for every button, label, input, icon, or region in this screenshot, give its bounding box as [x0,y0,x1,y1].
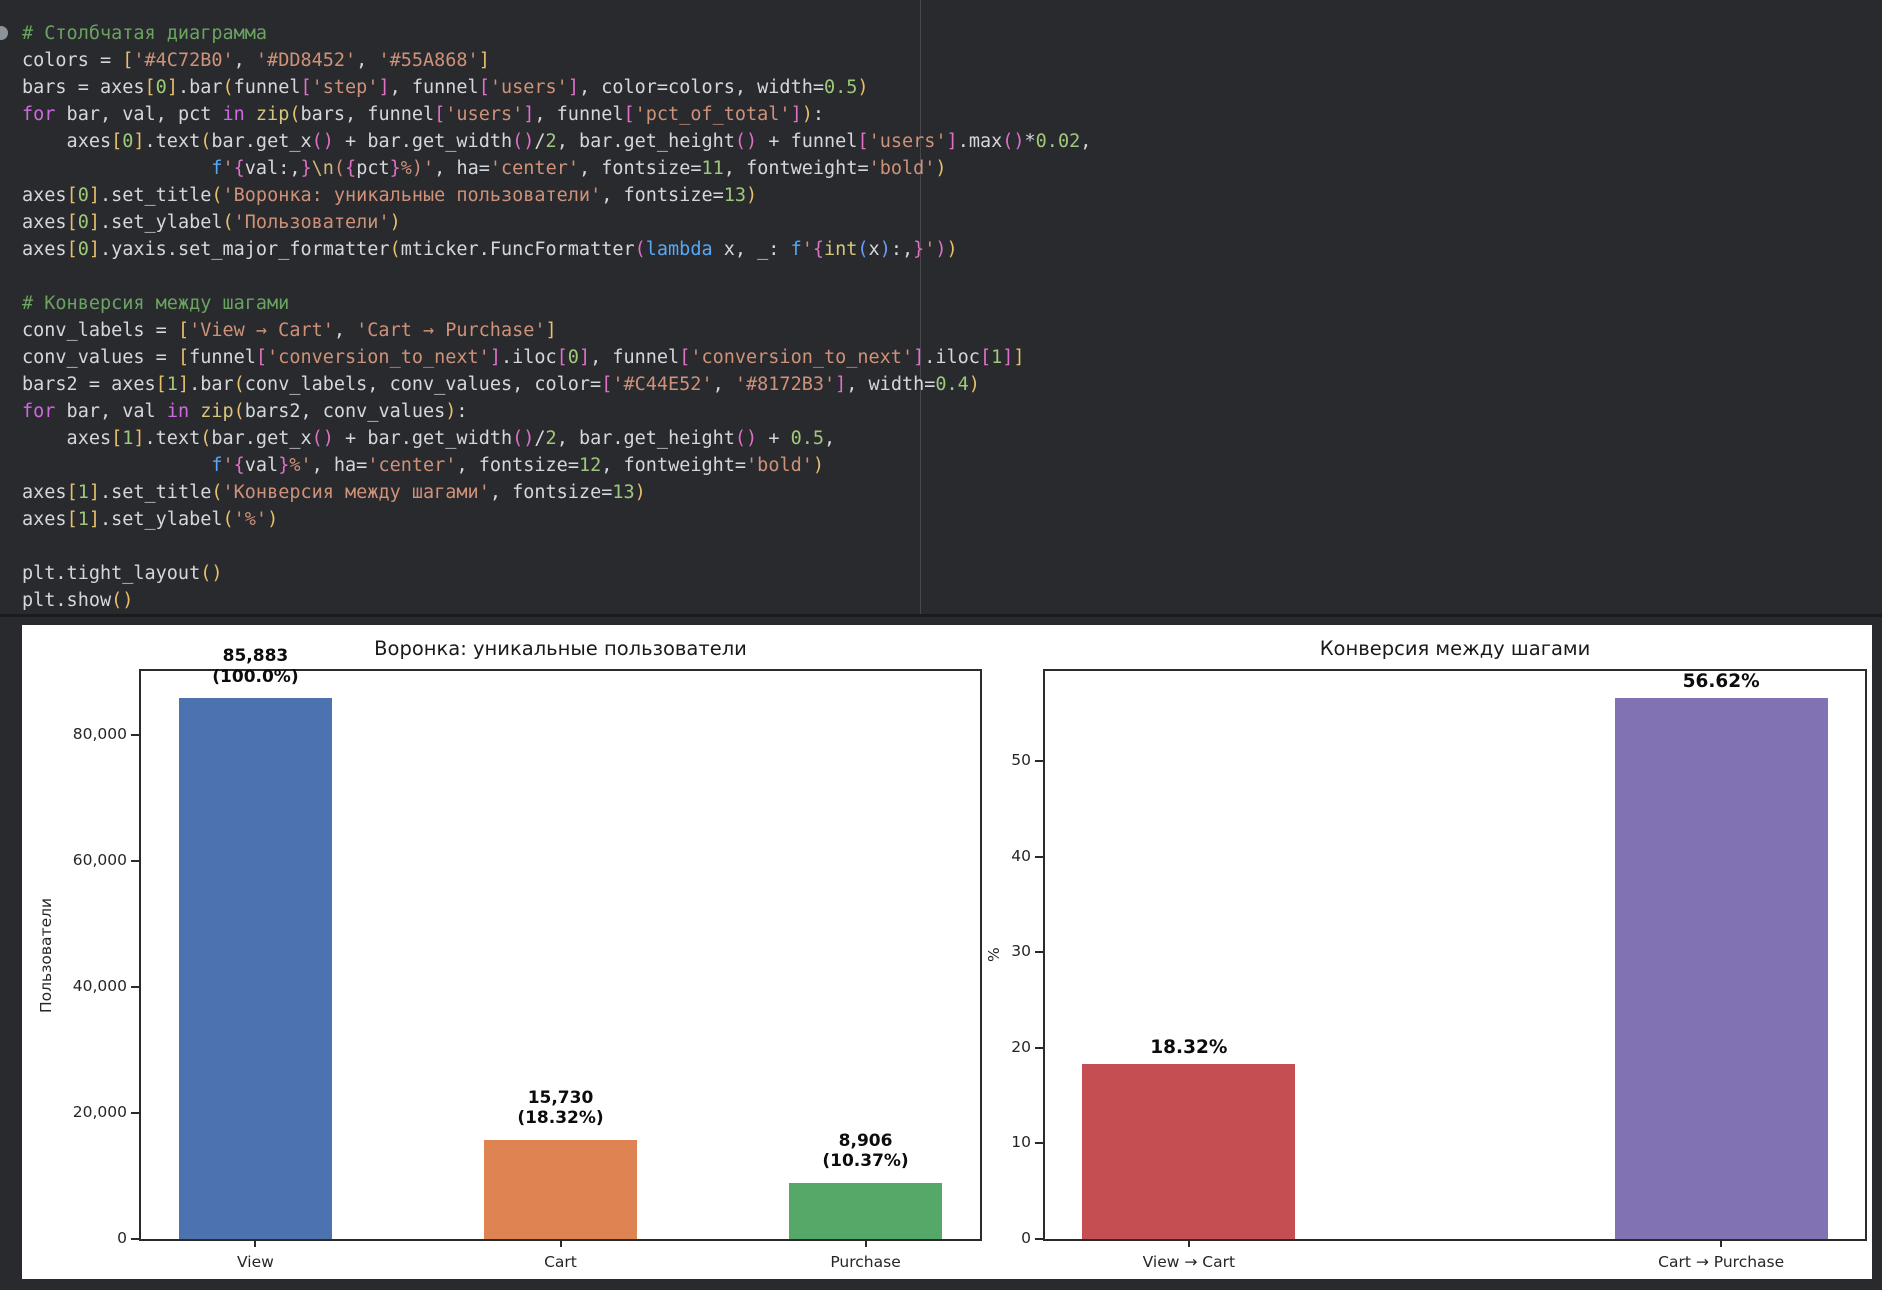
bar-value-label: 56.62% [1682,670,1760,692]
bar-value-label: 18.32% [1150,1036,1228,1058]
y-tick-label: 50 [1011,751,1031,770]
code-line: bars = axes[0].bar(funnel['step'], funne… [22,77,869,98]
y-tick-label: 0 [117,1229,127,1247]
code-line: axes[0].yaxis.set_major_formatter(mticke… [22,239,958,260]
bar-cart-purchase [1614,698,1828,1239]
code-line: f'{val}%', ha='center', fontsize=12, fon… [211,455,825,476]
x-tick-label: Purchase [830,1253,901,1271]
x-tick-label: View [237,1253,274,1271]
y-tick-mark [1035,1238,1045,1240]
bar-value-label: 15,730 (18.32%) [517,1087,604,1129]
code-line: conv_labels = ['View → Cart', 'Cart → Pu… [22,320,557,341]
cell-run-indicator-dot [0,26,8,40]
code-line [22,533,1091,560]
chart-title-left: Воронка: уникальные пользователи [374,637,747,660]
code-line: axes[1].set_title('Конверсия между шагам… [22,482,646,503]
y-tick-mark [131,1238,141,1240]
x-tick-label: Cart [544,1253,577,1271]
x-tick-mark [254,1239,257,1247]
y-tick-label: 20,000 [72,1103,127,1122]
code-line: # Столбчатая диаграмма [22,23,268,44]
y-tick-label: 40 [1011,846,1031,865]
bar-view [179,698,332,1239]
code-line: bars2 = axes[1].bar(conv_labels, conv_va… [22,374,980,395]
y-tick-mark [1035,951,1045,954]
y-tick-label: 0 [1021,1229,1031,1247]
code-line [22,263,1091,290]
y-tick-mark [131,1112,141,1115]
x-tick-mark [864,1239,867,1247]
bar-value-label: 85,883 (100.0%) [212,645,299,687]
code-lines: # Столбчатая диаграмма colors = ['#4C72B0… [22,20,1091,614]
code-line: axes[1].set_ylabel('%') [22,509,279,530]
bar-purchase [789,1182,942,1239]
code-editor[interactable]: # Столбчатая диаграмма colors = ['#4C72B0… [0,0,1882,614]
y-tick-label: 60,000 [72,851,127,870]
x-tick-mark [1187,1239,1190,1247]
y-tick-mark [131,860,141,863]
code-line: colors = ['#4C72B0', '#DD8452', '#55A868… [22,50,490,71]
y-tick-label: 20 [1011,1037,1031,1056]
x-tick-mark [1720,1239,1723,1247]
code-line: axes[1].text(bar.get_x() + bar.get_width… [22,428,836,449]
code-line: for bar, val, pct in zip(bars, funnel['u… [22,104,824,125]
y-tick-label: 30 [1011,942,1031,961]
code-line: for bar, val in zip(bars2, conv_values): [22,401,468,422]
code-line: plt.tight_layout() [22,563,223,584]
axes-funnel-users: Воронка: уникальные пользователи Пользов… [37,637,982,1271]
y-tick-mark [1035,855,1045,858]
y-tick-label: 10 [1011,1133,1031,1152]
y-tick-mark [131,986,141,989]
y-tick-mark [1035,760,1045,763]
code-line: conv_values = [funnel['conversion_to_nex… [22,347,1025,368]
y-tick-label: 40,000 [72,977,127,996]
bar-view-cart [1082,1063,1296,1239]
code-line: axes[0].set_title('Воронка: уникальные п… [22,185,758,206]
code-line: f'{val:,}\n({pct}%)', ha='center', fonts… [211,158,947,179]
column-80-ruler [920,0,921,614]
x-tick-label: Cart → Purchase [1658,1253,1785,1271]
editor-output-divider [0,614,1882,617]
y-axis-label-left: Пользователи [37,897,55,1013]
y-tick-mark [131,734,141,737]
x-tick-label: View → Cart [1142,1253,1236,1271]
chart-title-right: Конверсия между шагами [1319,637,1591,660]
code-line: axes[0].set_ylabel('Пользователи') [22,212,401,233]
axes-conversion: Конверсия между шагами % 0 10 20 30 40 50 View… [985,637,1867,1271]
x-tick-mark [559,1239,562,1247]
figure-panel: Воронка: уникальные пользователи Пользов… [22,625,1872,1279]
y-tick-mark [1035,1142,1045,1145]
code-line: plt.show() [22,590,134,611]
code-line: axes[0].text(bar.get_x() + bar.get_width… [22,131,1092,152]
bar-value-label: 8,906 (10.37%) [822,1130,909,1172]
code-line: # Конверсия между шагами [22,293,290,314]
y-tick-label: 80,000 [72,725,127,744]
bar-cart [484,1139,637,1239]
y-tick-mark [1035,1046,1045,1049]
